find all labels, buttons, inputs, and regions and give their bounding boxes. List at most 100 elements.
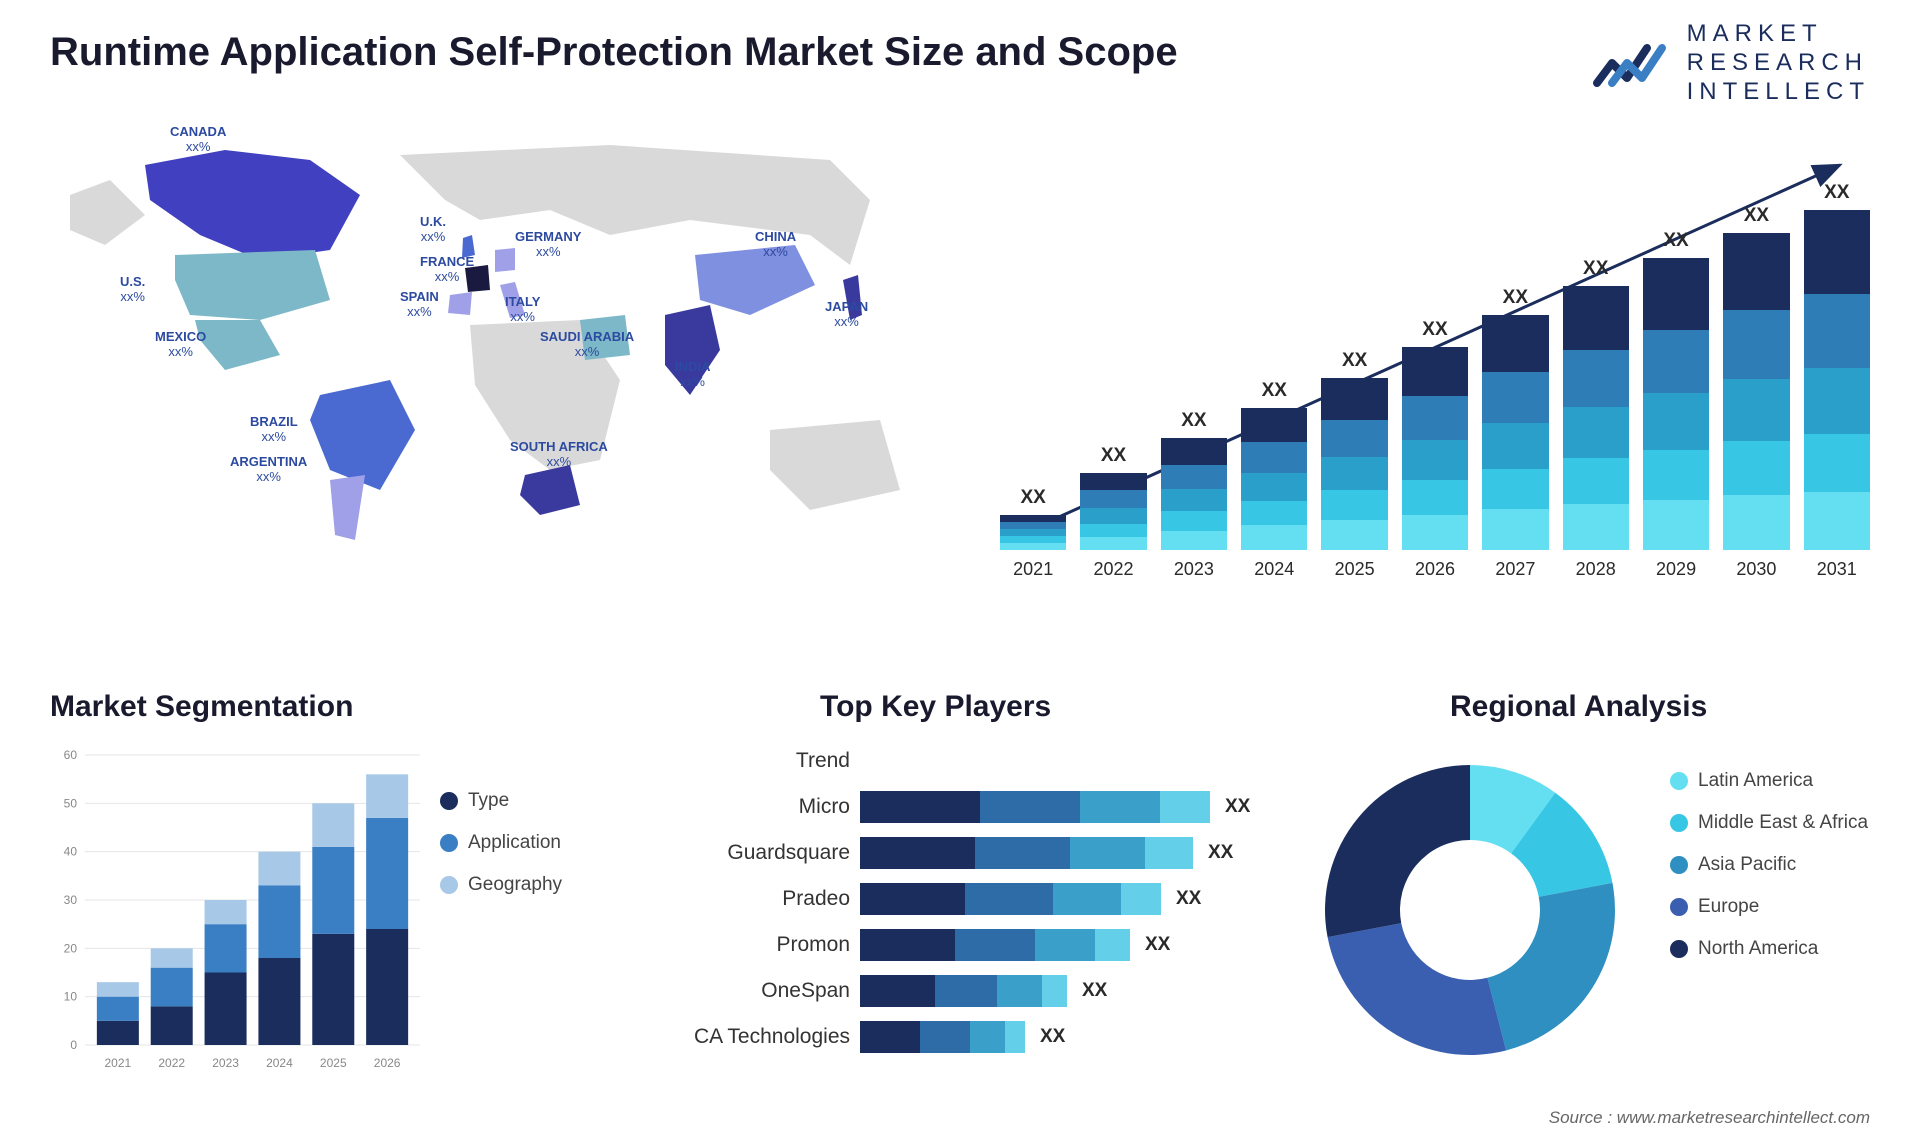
legend-dot-icon	[1670, 772, 1688, 790]
player-name: Pradeo	[650, 876, 850, 922]
player-name: Trend	[650, 738, 850, 784]
forecast-seg	[1321, 378, 1387, 419]
player-bar-value: XX	[1225, 796, 1250, 818]
forecast-xaxis-label: 2029	[1643, 559, 1709, 580]
regional-legend-item: North America	[1670, 938, 1868, 960]
forecast-seg	[1241, 525, 1307, 550]
forecast-bar-label: XX	[1241, 380, 1307, 402]
key-players-title: Top Key Players	[820, 690, 1051, 724]
forecast-xaxis-label: 2022	[1080, 559, 1146, 580]
forecast-bar-2022: XX2022	[1080, 445, 1146, 550]
forecast-seg	[1723, 379, 1789, 441]
country-brazil	[310, 380, 415, 490]
forecast-seg	[1080, 524, 1146, 537]
player-bar-seg	[1070, 837, 1145, 869]
seg-bar-seg	[205, 973, 247, 1046]
forecast-xaxis-label: 2021	[1000, 559, 1066, 580]
forecast-seg	[1161, 438, 1227, 464]
forecast-bar-label: XX	[1723, 205, 1789, 227]
svg-text:2025: 2025	[320, 1056, 347, 1070]
forecast-seg	[1643, 500, 1709, 550]
legend-dot-icon	[440, 834, 458, 852]
forecast-seg	[1643, 393, 1709, 449]
forecast-seg	[1804, 368, 1870, 434]
forecast-bar-label: XX	[1643, 230, 1709, 252]
forecast-seg	[1804, 434, 1870, 492]
player-bar-value: XX	[1145, 934, 1170, 956]
legend-dot-icon	[1670, 940, 1688, 958]
key-players-bars: XXXXXXXXXXXX	[860, 784, 1260, 1060]
forecast-xaxis-label: 2024	[1241, 559, 1307, 580]
forecast-seg	[1402, 396, 1468, 440]
seg-legend-label: Type	[468, 790, 509, 812]
player-bar-value: XX	[1176, 888, 1201, 910]
seg-bar-seg	[312, 847, 354, 934]
forecast-seg	[1000, 543, 1066, 550]
legend-dot-icon	[440, 876, 458, 894]
country-spain	[448, 292, 472, 315]
svg-text:60: 60	[64, 748, 78, 762]
seg-legend-label: Geography	[468, 874, 562, 896]
forecast-bar-label: XX	[1402, 319, 1468, 341]
player-bar-value: XX	[1040, 1026, 1065, 1048]
forecast-seg	[1482, 509, 1548, 550]
player-name: CA Technologies	[650, 1014, 850, 1060]
forecast-seg	[1161, 531, 1227, 550]
map-label-us: U.S.xx%	[120, 275, 145, 305]
forecast-seg	[1161, 489, 1227, 511]
forecast-seg	[1241, 473, 1307, 501]
regional-legend-item: Europe	[1670, 896, 1868, 918]
seg-bar-seg	[258, 958, 300, 1045]
forecast-seg	[1482, 372, 1548, 423]
forecast-seg	[1241, 501, 1307, 526]
forecast-seg	[1080, 490, 1146, 508]
forecast-seg	[1321, 457, 1387, 490]
forecast-seg	[1000, 515, 1066, 522]
forecast-seg	[1402, 480, 1468, 515]
logo-line2: RESEARCH	[1687, 49, 1870, 78]
svg-text:2021: 2021	[105, 1056, 132, 1070]
forecast-bar-label: XX	[1482, 287, 1548, 309]
forecast-bar-2031: XX2031	[1804, 182, 1870, 550]
map-label-uk: U.K.xx%	[420, 215, 446, 245]
seg-bar-seg	[151, 968, 193, 1007]
player-bar-seg	[860, 791, 980, 823]
forecast-seg	[1000, 522, 1066, 529]
forecast-bar-2026: XX2026	[1402, 319, 1468, 550]
forecast-bar-label: XX	[1563, 258, 1629, 280]
player-name: Promon	[650, 922, 850, 968]
player-bar-seg	[860, 837, 975, 869]
forecast-seg	[1563, 504, 1629, 550]
player-bar-seg	[955, 929, 1035, 961]
forecast-bar-2021: XX2021	[1000, 487, 1066, 550]
player-bar-row: XX	[860, 968, 1260, 1014]
seg-bar-seg	[366, 818, 408, 929]
country-usa	[175, 250, 330, 320]
svg-text:0: 0	[70, 1038, 77, 1052]
segmentation-legend: TypeApplicationGeography	[440, 790, 562, 916]
forecast-bar-2025: XX2025	[1321, 350, 1387, 550]
key-players-names: TrendMicroGuardsquarePradeoPromonOneSpan…	[650, 738, 850, 1060]
player-bar-seg	[1035, 929, 1095, 961]
player-bar-seg	[860, 929, 955, 961]
map-label-germany: GERMANYxx%	[515, 230, 581, 260]
forecast-chart: XX2021XX2022XX2023XX2024XX2025XX2026XX20…	[1000, 150, 1870, 580]
player-bar-seg	[965, 883, 1053, 915]
regional-analysis-region: Regional Analysis Latin AmericaMiddle Ea…	[1310, 690, 1870, 1110]
forecast-seg	[1080, 473, 1146, 491]
seg-bar-seg	[97, 997, 139, 1021]
player-bar-row: XX	[860, 784, 1260, 830]
seg-bar-seg	[97, 1021, 139, 1045]
map-label-canada: CANADAxx%	[170, 125, 226, 155]
player-bar-seg	[935, 975, 997, 1007]
forecast-seg	[1643, 330, 1709, 393]
forecast-bar-2027: XX2027	[1482, 287, 1548, 550]
player-bar-seg	[1053, 883, 1121, 915]
map-label-italy: ITALYxx%	[505, 295, 540, 325]
forecast-bar-2023: XX2023	[1161, 410, 1227, 550]
logo-line1: MARKET	[1687, 20, 1870, 49]
forecast-bar-label: XX	[1161, 410, 1227, 432]
svg-text:2024: 2024	[266, 1056, 293, 1070]
map-label-saudiarabia: SAUDI ARABIAxx%	[540, 330, 634, 360]
player-name: OneSpan	[650, 968, 850, 1014]
